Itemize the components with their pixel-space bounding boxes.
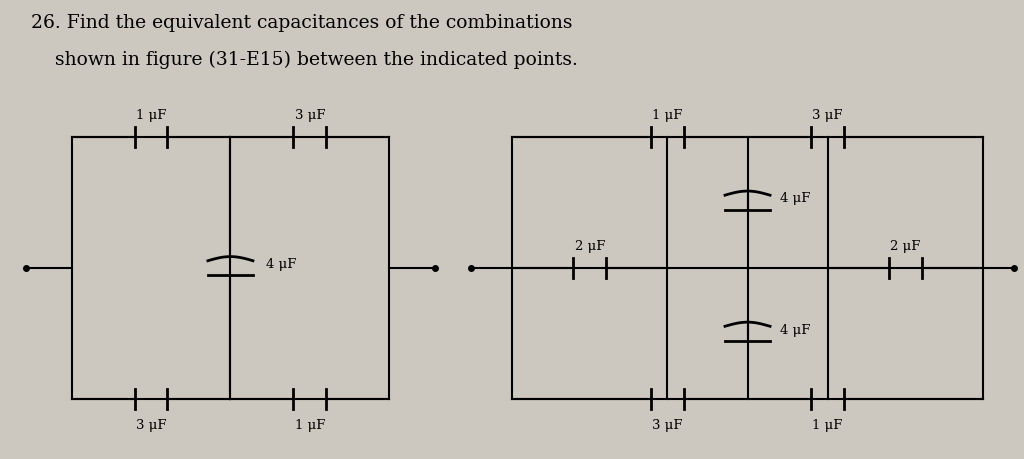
Text: 3 μF: 3 μF <box>812 109 843 122</box>
Text: shown in figure (31-E15) between the indicated points.: shown in figure (31-E15) between the ind… <box>31 50 578 69</box>
Text: 4 μF: 4 μF <box>780 323 811 336</box>
Text: 4 μF: 4 μF <box>780 192 811 205</box>
Text: 1 μF: 1 μF <box>812 418 843 431</box>
Text: 2 μF: 2 μF <box>890 240 921 252</box>
Text: 3 μF: 3 μF <box>136 418 166 431</box>
Text: 26. Find the equivalent capacitances of the combinations: 26. Find the equivalent capacitances of … <box>31 14 572 32</box>
Text: 4 μF: 4 μF <box>266 257 297 270</box>
Text: 3 μF: 3 μF <box>652 418 683 431</box>
Text: 1 μF: 1 μF <box>136 109 166 122</box>
Text: 2 μF: 2 μF <box>574 240 605 252</box>
Text: 3 μF: 3 μF <box>295 109 325 122</box>
Text: 1 μF: 1 μF <box>295 418 325 431</box>
Text: 1 μF: 1 μF <box>652 109 683 122</box>
